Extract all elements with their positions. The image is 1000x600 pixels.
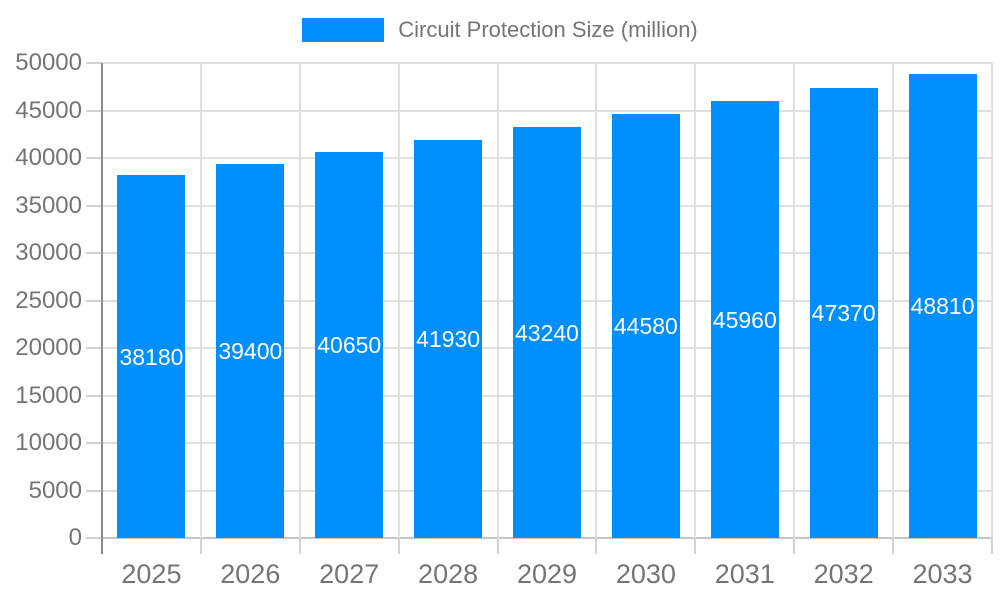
x-axis-tick [298,538,301,554]
bar-2031 [710,101,779,538]
y-axis-line [101,63,103,554]
bar-2027 [315,151,384,538]
x-axis-label-2029: 2029 [516,559,578,589]
y-axis-tick [86,204,102,207]
legend-label[interactable]: Circuit Protection Size (million) [398,17,698,42]
gridline-vertical [496,63,499,538]
x-axis-tick [397,538,400,554]
x-axis-tick [694,538,697,554]
x-axis-label-2026: 2026 [220,559,281,589]
bar-value-label-2031: 45960 [712,306,777,333]
x-axis-label-2028: 2028 [418,559,479,589]
y-axis-label: 40000 [15,144,82,171]
x-axis-tick [991,538,993,554]
y-axis-tick [86,252,102,254]
x-axis-label-2033: 2033 [912,559,973,589]
x-axis-tick [199,538,202,554]
bar-2030 [611,114,680,538]
gridline-vertical [397,63,400,538]
legend: Circuit Protection Size (million) [0,17,1000,43]
x-axis-tick [496,538,499,554]
bar-value-label-2030: 44580 [613,313,678,340]
y-axis-tick [86,442,102,444]
gridline-horizontal [102,62,992,64]
y-axis-tick [86,299,102,302]
gridline-vertical [199,63,202,538]
x-axis-label-2031: 2031 [714,559,775,589]
bar-value-label-2025: 38180 [119,343,184,370]
y-axis-label: 30000 [15,239,82,266]
bar-2026 [216,163,285,538]
x-axis-tick [595,538,598,554]
gridline-vertical [892,63,895,538]
x-axis-tick [793,538,796,554]
bar-2032 [809,87,878,538]
y-axis-tick [86,109,102,112]
x-axis-label-2027: 2027 [319,559,380,589]
gridline-horizontal [102,109,992,112]
bar-value-label-2033: 48810 [910,293,975,320]
bar-value-label-2029: 43240 [515,319,579,346]
gridline-vertical [694,63,697,538]
y-axis-label: 35000 [15,191,82,219]
y-axis-tick [86,347,102,349]
gridline-vertical [991,63,993,538]
y-axis-label: 0 [68,524,82,551]
bar-2028 [414,139,483,538]
legend-swatch[interactable] [302,18,385,42]
y-axis-label: 50000 [15,49,82,76]
gridline-vertical [298,63,301,538]
y-axis-tick [86,537,102,539]
gridline-vertical [595,63,598,538]
x-axis-tick [892,538,895,554]
x-axis-label-2030: 2030 [615,559,676,589]
x-axis-label-2032: 2032 [813,559,874,589]
y-axis-label: 5000 [28,476,82,504]
y-axis-label: 10000 [15,429,82,456]
bar-value-label-2027: 40650 [317,331,382,358]
y-axis-label: 15000 [15,381,82,409]
y-axis-label: 20000 [15,334,82,361]
x-axis-label-2025: 2025 [121,559,182,589]
bar-2033 [908,74,977,538]
bar-value-label-2028: 41930 [416,325,481,352]
gridline-vertical [793,63,796,538]
y-axis-label: 25000 [15,286,82,314]
bar-value-label-2026: 39400 [218,337,283,364]
gridline-horizontal [102,537,992,539]
y-axis-label: 45000 [15,96,82,124]
y-axis-tick [86,489,102,492]
bar-value-label-2032: 47370 [811,299,876,326]
y-axis-tick [86,157,102,159]
bar-2029 [513,127,581,538]
bar-2025 [117,175,186,538]
y-axis-tick [86,394,102,397]
y-axis-tick [86,62,102,64]
